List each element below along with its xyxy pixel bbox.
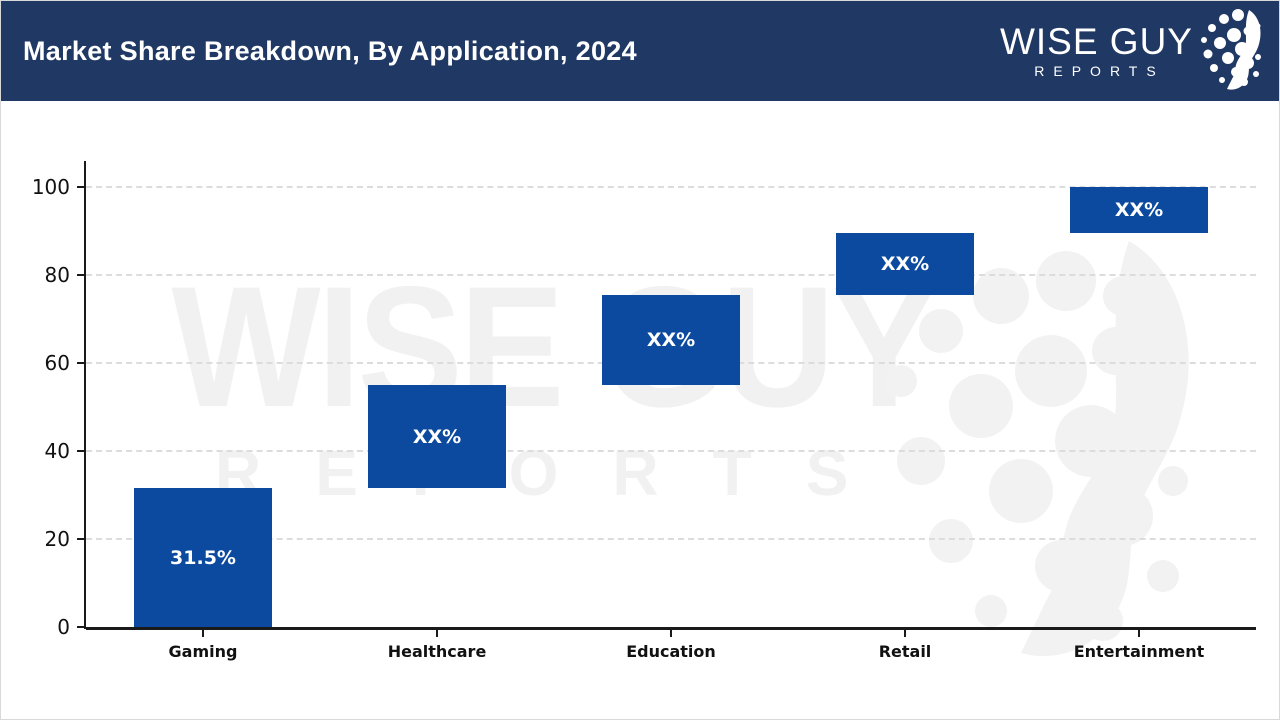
logo-text: WISE GUY REPORTS — [999, 21, 1193, 80]
y-gridline-100 — [86, 186, 1256, 188]
x-tick-healthcare — [436, 629, 438, 637]
bar-healthcare: XX% — [368, 385, 506, 489]
y-tick-0 — [77, 626, 86, 628]
bar-value-label: 31.5% — [170, 546, 236, 569]
bar-value-label: XX% — [1114, 199, 1164, 222]
page-title: Market Share Breakdown, By Application, … — [23, 35, 637, 66]
x-tick-gaming — [202, 629, 204, 637]
x-tick-label-retail: Retail — [878, 642, 932, 661]
y-tick-label-40: 40 — [44, 439, 70, 463]
x-tick-education — [670, 629, 672, 637]
logo-wordmark: WISE GUY — [999, 21, 1193, 62]
x-axis-line — [86, 627, 1256, 630]
bar-value-label: XX% — [412, 425, 462, 448]
bar-retail: XX% — [836, 233, 974, 295]
y-tick-40 — [77, 450, 86, 452]
y-tick-label-100: 100 — [31, 175, 70, 199]
y-tick-label-60: 60 — [44, 351, 70, 375]
bar-gaming: 31.5% — [134, 488, 272, 627]
x-tick-label-entertainment: Entertainment — [1073, 642, 1205, 661]
y-tick-60 — [77, 362, 86, 364]
bar-value-label: XX% — [880, 252, 930, 275]
y-tick-label-80: 80 — [44, 263, 70, 287]
logo-subtext: REPORTS — [1034, 63, 1165, 79]
y-tick-20 — [77, 538, 86, 540]
logo-face-icon — [1201, 9, 1261, 90]
y-tick-label-20: 20 — [44, 527, 70, 551]
x-tick-entertainment — [1138, 629, 1140, 637]
header: Market Share Breakdown, By Application, … — [1, 1, 1279, 101]
x-tick-label-education: Education — [626, 642, 716, 661]
x-tick-label-healthcare: Healthcare — [387, 642, 487, 661]
bar-education: XX% — [602, 294, 740, 385]
y-axis-line — [84, 161, 86, 629]
x-tick-label-gaming: Gaming — [168, 642, 238, 661]
bar-entertainment: XX% — [1070, 187, 1208, 234]
x-tick-retail — [904, 629, 906, 637]
y-gridline-40 — [86, 450, 1256, 452]
y-gridline-80 — [86, 274, 1256, 276]
y-gridline-20 — [86, 538, 1256, 540]
y-tick-label-0: 0 — [57, 615, 70, 639]
wise-guy-logo: WISE GUY REPORTS — [1000, 8, 1263, 94]
y-tick-80 — [77, 274, 86, 276]
bar-value-label: XX% — [646, 328, 696, 351]
y-tick-100 — [77, 186, 86, 188]
